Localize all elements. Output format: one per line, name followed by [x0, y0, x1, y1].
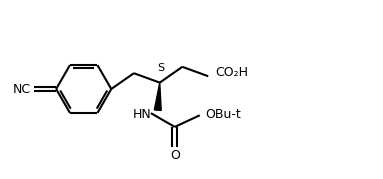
Text: OBu-t: OBu-t	[206, 108, 241, 121]
Text: HN: HN	[133, 108, 151, 121]
Polygon shape	[154, 83, 161, 110]
Text: S: S	[157, 63, 164, 73]
Text: O: O	[170, 149, 180, 162]
Text: CO₂H: CO₂H	[215, 66, 248, 79]
Text: NC: NC	[13, 83, 31, 96]
